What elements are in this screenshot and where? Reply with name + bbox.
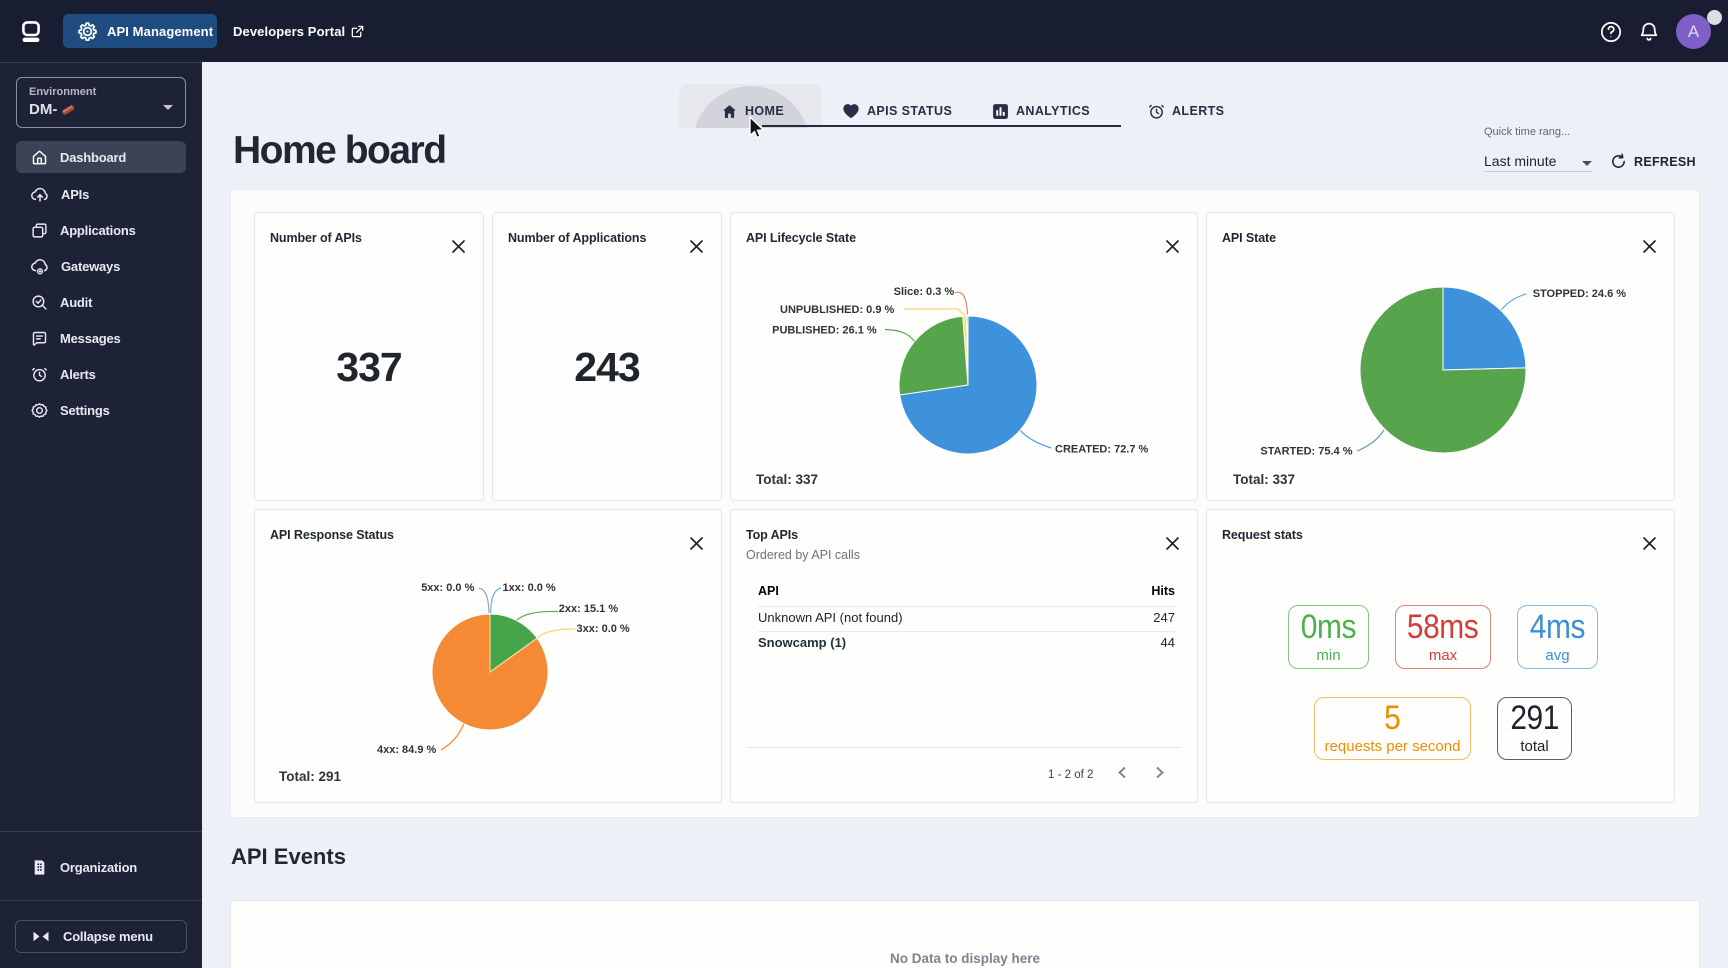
svg-text:5xx: 0.0 %: 5xx: 0.0 % [421,582,474,594]
svg-text:3xx: 0.0 %: 3xx: 0.0 % [577,623,630,635]
svg-text:Slice: 0.3 %: Slice: 0.3 % [894,286,955,298]
svg-text:STOPPED: 24.6 %: STOPPED: 24.6 % [1533,288,1627,300]
svg-text:4xx: 84.9 %: 4xx: 84.9 % [377,744,437,756]
svg-text:UNPUBLISHED: 0.9 %: UNPUBLISHED: 0.9 % [780,304,895,316]
svg-text:2xx: 15.1 %: 2xx: 15.1 % [559,603,619,615]
svg-text:STARTED: 75.4 %: STARTED: 75.4 % [1260,446,1352,458]
svg-text:1xx: 0.0 %: 1xx: 0.0 % [503,582,556,594]
svg-text:PUBLISHED: 26.1 %: PUBLISHED: 26.1 % [772,325,877,337]
svg-text:CREATED: 72.7 %: CREATED: 72.7 % [1055,444,1149,456]
